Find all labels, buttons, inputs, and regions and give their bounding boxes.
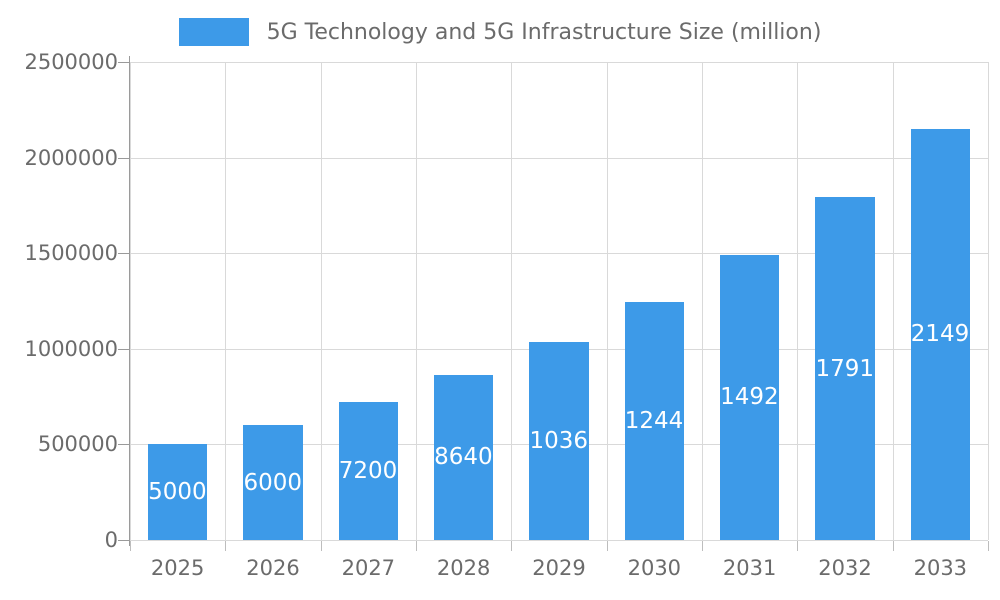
y-axis-tick-label: 2000000 [24,145,118,170]
x-axis-tick-mark [321,541,322,551]
x-axis-tick-mark [511,541,512,551]
bar[interactable] [624,302,684,540]
x-axis-tick-label: 2032 [818,556,872,580]
y-axis-tick-label: 1000000 [24,336,118,361]
x-axis-tick-label: 2029 [532,556,586,580]
gridline-vertical [988,62,989,540]
bar[interactable] [338,402,398,540]
x-axis-tick-mark [702,541,703,551]
gridline-vertical [321,62,322,540]
y-axis-tick-label: 500000 [37,432,118,457]
x-axis-tick-mark [607,541,608,551]
gridline-horizontal [130,540,988,541]
y-axis-tick-mark [118,253,129,255]
gridline-vertical [797,62,798,540]
legend-label: 5G Technology and 5G Infrastructure Size… [266,19,822,45]
x-axis-tick-label: 2030 [627,556,682,580]
x-axis-tick-label: 2027 [341,556,396,580]
y-axis-line [129,56,130,546]
gridline-horizontal [130,157,988,159]
x-axis-tick-mark [130,541,131,551]
bar[interactable] [815,197,875,540]
x-axis-tick-label: 2031 [722,556,777,580]
x-axis-tick-label: 2026 [246,556,300,580]
gridline-vertical [607,62,608,540]
bar[interactable] [910,128,970,540]
y-axis-tick-label: 2500000 [24,50,118,74]
gridline-vertical [225,62,226,540]
gridline-horizontal [130,253,988,255]
x-axis-tick-mark [988,541,989,551]
bar[interactable] [148,444,208,540]
plot-area: 5000006000007200008640001036800124416014… [130,62,989,541]
bar[interactable] [720,254,780,540]
legend-color-swatch [178,18,249,46]
y-axis-tick-mark [118,444,129,446]
chart-legend: 5G Technology and 5G Infrastructure Size… [0,12,1000,52]
x-axis-tick-label: 2025 [150,556,205,580]
bar[interactable] [434,374,494,540]
gridline-vertical [130,62,131,540]
y-axis-tick-mark [118,62,129,63]
gridline-vertical [416,62,417,540]
bar[interactable] [529,341,589,540]
gridline-vertical [893,62,894,540]
y-axis-tick-label: 1500000 [24,241,118,266]
x-axis-tick-mark [225,541,226,551]
x-axis-tick-mark [797,541,798,551]
gridline-vertical [702,62,703,540]
bar[interactable] [243,425,303,540]
gridline-vertical [511,62,512,540]
y-axis-tick-label: 0 [104,528,118,552]
gridline-horizontal [130,62,988,63]
y-axis-tick-mark [118,157,129,159]
y-axis-tick-mark [118,540,129,541]
x-axis-tick-mark [893,541,894,551]
y-axis-tick-mark [118,348,129,350]
x-axis-tick-mark [416,541,417,551]
y-axis-labels: 0 500000 1000000 1500000 2000000 2500000 [0,0,118,600]
x-axis-tick-label: 2028 [436,556,491,580]
x-axis-tick-label: 2033 [913,556,968,580]
